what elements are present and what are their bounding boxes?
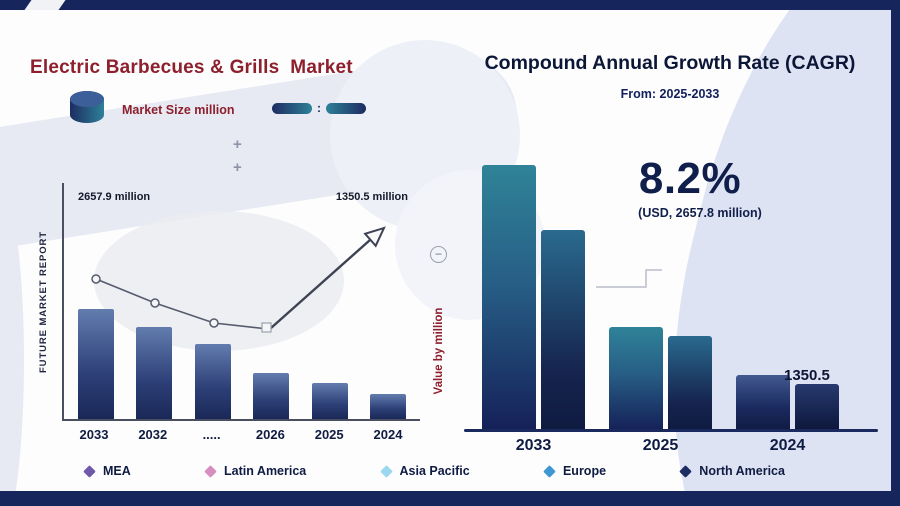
footer-legend: MEA Latin America Asia Pacific Europe North … (83, 464, 785, 478)
left-x-label: 2025 (314, 427, 344, 442)
left-x-label: 2024 (373, 427, 403, 442)
left-x-labels: 2033 2032..... 2026 2025 2024 (62, 427, 420, 442)
legend-label: Europe (562, 464, 607, 478)
left-bar (311, 383, 348, 419)
legend-label: Asia Pacific (399, 464, 470, 478)
legend-item-north-america: North America (679, 464, 785, 478)
diamond-icon (83, 464, 96, 478)
right-bar-group (609, 327, 712, 430)
left-bar (369, 394, 406, 419)
plus-icon: + (233, 136, 242, 153)
left-bar (253, 373, 290, 419)
circle-minus-icon: − (430, 246, 447, 263)
legend-label: North America (699, 464, 785, 478)
top-bar-notch (24, 0, 66, 10)
left-x-label: 2033 (79, 427, 109, 442)
legend-label: MEA (103, 464, 131, 478)
pill-icon (272, 103, 312, 114)
right-chart-title: Compound Annual Growth Rate (CAGR) (484, 52, 856, 74)
right-bars (482, 158, 850, 430)
plus-icon: + (233, 159, 242, 176)
bottom-bar (0, 491, 900, 506)
legend-toggle: : (272, 101, 366, 115)
database-icon (64, 90, 110, 129)
left-bar-chart: 2657.9 million 1350.5 million (62, 183, 420, 421)
legend-item-europe: Europe (543, 464, 607, 478)
x-axis-line (464, 429, 878, 432)
annotation-left: 2657.9 million (78, 191, 151, 203)
bar-back (541, 230, 585, 430)
left-bar (136, 327, 173, 419)
diamond-icon (679, 464, 693, 478)
legend-item-mea: MEA (83, 464, 131, 478)
legend-item-latin-america: Latin America (204, 464, 307, 478)
diamond-icon (543, 464, 556, 478)
bar-front (736, 375, 790, 430)
left-chart-title: Electric Barbecues & Grills Market (30, 57, 353, 78)
annotation-right: 1350.5 million (335, 191, 408, 203)
value-callout: 1350.5 (784, 367, 830, 384)
left-axis-label: FUTURE MARKET REPORT (38, 230, 49, 374)
bar-front (482, 165, 536, 430)
right-x-label: 2033 (515, 437, 552, 454)
pill-icon (326, 103, 366, 114)
right-axis-label: Value by million (433, 307, 445, 395)
right-bar (891, 0, 900, 506)
market-size-legend-label: Market Size million (122, 102, 235, 117)
right-x-label: 2025 (642, 437, 679, 454)
trend-arrow (91, 226, 386, 333)
right-bar-group (736, 375, 839, 430)
left-bar (78, 309, 114, 419)
bar-front (609, 327, 663, 430)
bar-back (668, 336, 712, 430)
left-bar (194, 344, 231, 419)
left-x-label: 2026 (255, 427, 285, 442)
pill-separator: : (317, 101, 321, 115)
step-line (596, 269, 662, 288)
minus-glyph: − (434, 247, 442, 261)
left-bars (64, 309, 420, 419)
right-x-label: 2024 (769, 437, 806, 454)
left-x-label: ..... (202, 427, 221, 442)
chart-background-shape (94, 211, 344, 351)
diamond-icon (204, 464, 217, 478)
diamond-icon (379, 464, 393, 478)
market-size-legend: Market Size million (64, 90, 235, 129)
right-bar-group (482, 165, 585, 430)
cagr-detail: (USD, 2657.8 million) (638, 206, 762, 220)
right-x-labels: 2033 2025 2024 (482, 437, 839, 455)
right-chart-subtitle: From: 2025-2033 (620, 87, 720, 101)
legend-item-asia-pacific: Asia Pacific (379, 464, 470, 478)
cagr-value: 8.2% (638, 154, 742, 203)
legend-label: Latin America (224, 464, 307, 478)
bar-back (795, 384, 839, 430)
top-bar (0, 0, 900, 10)
left-x-label: 2032 (138, 427, 168, 442)
